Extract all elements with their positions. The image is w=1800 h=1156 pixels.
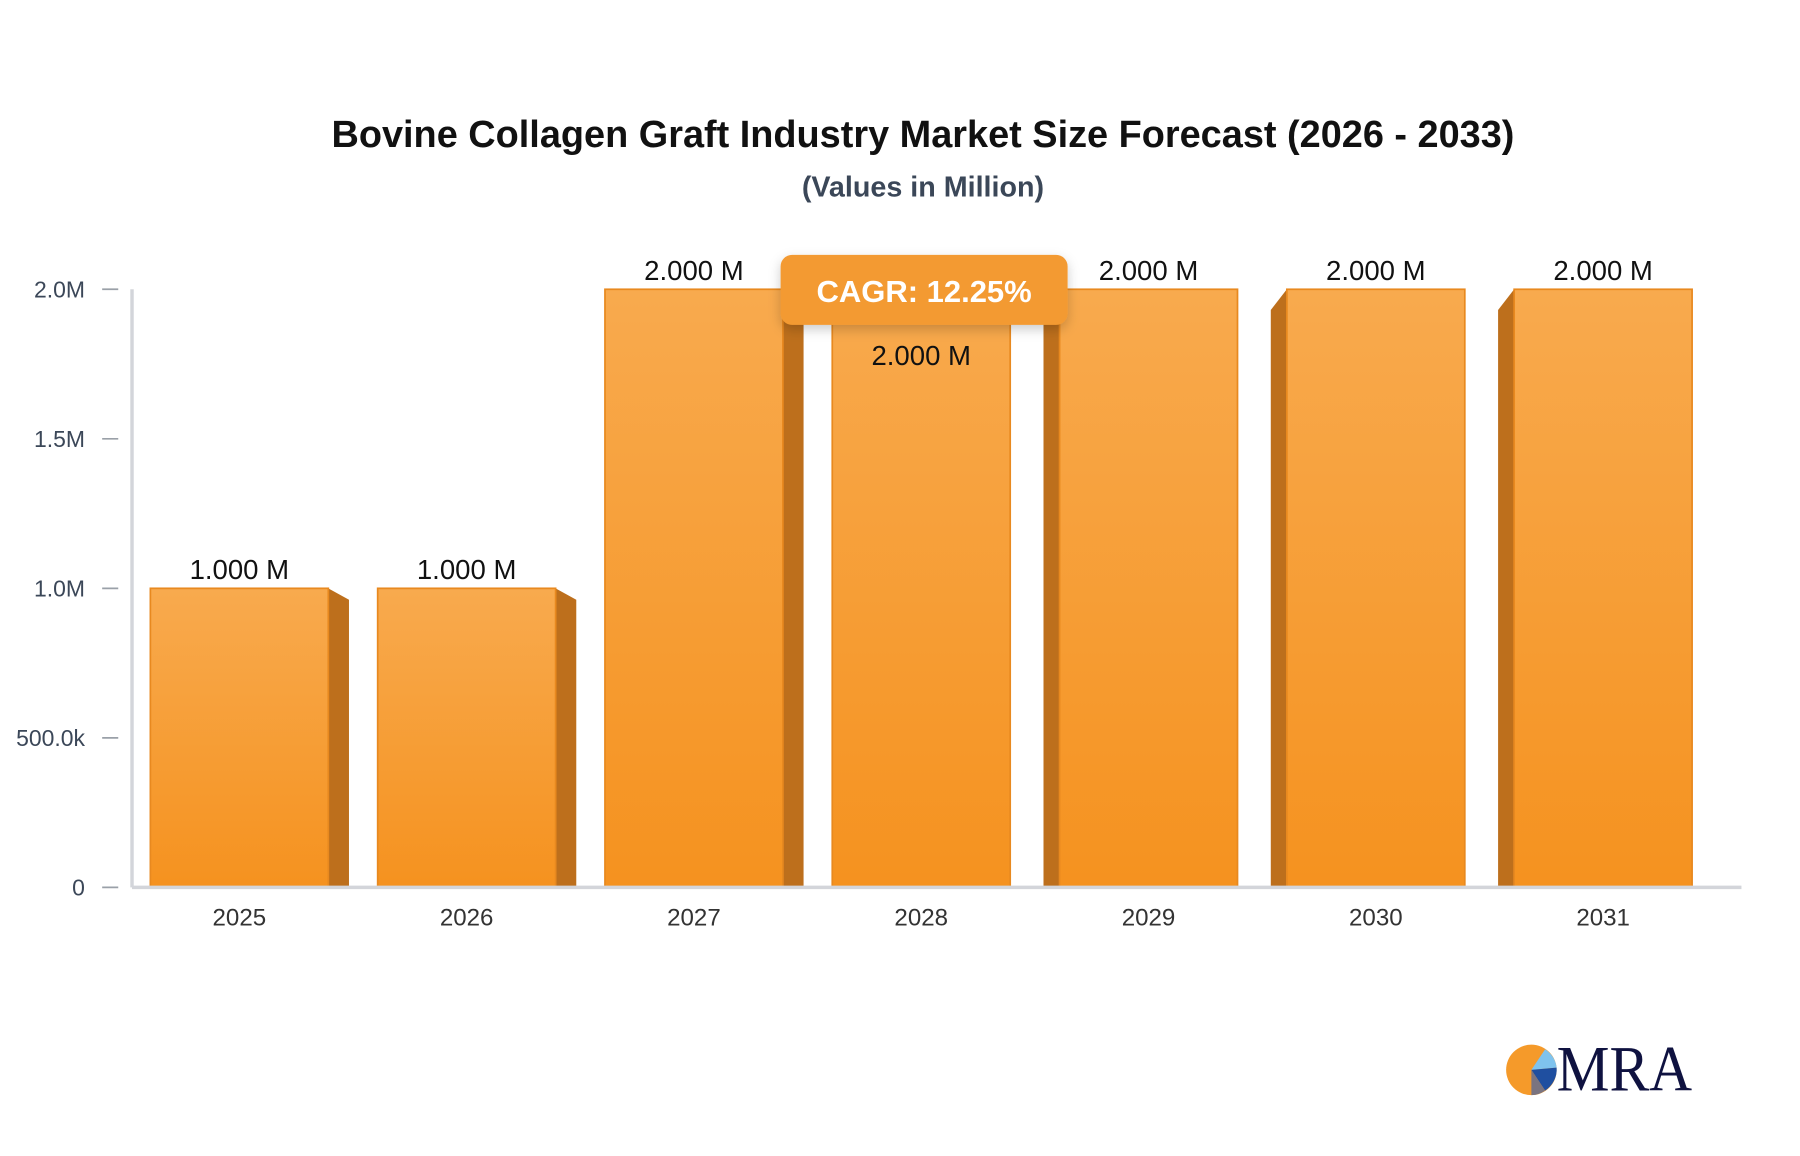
- x-tick-label: 2025: [213, 904, 267, 931]
- x-tick-label: 2029: [1122, 904, 1176, 931]
- bar-side-2030: [1270, 289, 1287, 888]
- y-tick-label: 0: [72, 874, 85, 900]
- bar-side-2025: [328, 588, 349, 888]
- bar-side-2029: [1043, 289, 1060, 888]
- x-tick-label: 2030: [1349, 904, 1403, 931]
- bar-2028: [831, 288, 1012, 889]
- chart-subtitle: (Values in Million): [802, 171, 1044, 203]
- y-tick-label: 500.0k: [16, 725, 85, 751]
- chart-title: Bovine Collagen Graft Industry Market Si…: [331, 114, 1514, 156]
- data-label: 1.000 M: [190, 554, 290, 585]
- bar-2030: [1286, 288, 1466, 889]
- y-tick-label: 1.5M: [34, 426, 85, 452]
- data-label: 2.000 M: [871, 340, 971, 371]
- data-label: 2.000 M: [1553, 255, 1653, 286]
- y-tick-label: 2.0M: [34, 276, 85, 302]
- data-label: 2.000 M: [1326, 255, 1426, 286]
- x-tick-label: 2031: [1576, 904, 1630, 931]
- bar-2027: [604, 288, 784, 889]
- cagr-badge: [780, 254, 1068, 325]
- x-tick-label: 2028: [894, 904, 948, 931]
- y-axis: 0 500.0k 1.0M 1.5M 2.0M: [16, 276, 119, 900]
- data-label: 2.000 M: [1099, 255, 1199, 286]
- mra-logo: MRA: [1506, 1034, 1692, 1105]
- bar-2029: [1058, 288, 1239, 889]
- y-tick-label: 1.0M: [34, 575, 85, 601]
- bar-2026: [376, 587, 557, 889]
- x-tick-label: 2027: [667, 904, 721, 931]
- bar-2025: [149, 587, 330, 889]
- bar-side-2027: [782, 289, 804, 888]
- x-axis-labels: 2025 2026 2027 2028 2029 2030 2031: [213, 904, 1630, 931]
- data-label: 2.000 M: [644, 255, 744, 286]
- bars: 1.000 M 1.000 M 2.000 M 2.000 M 2.000 M 2.000…: [149, 255, 1693, 889]
- cagr-label: CAGR: 12.25%: [816, 274, 1031, 309]
- data-label: 1.000 M: [417, 554, 517, 585]
- bar-side-2026: [555, 588, 577, 888]
- bar-2031: [1513, 288, 1693, 889]
- x-tick-label: 2026: [440, 904, 494, 931]
- logo-text: MRA: [1557, 1034, 1692, 1105]
- bar-side-2031: [1498, 289, 1515, 888]
